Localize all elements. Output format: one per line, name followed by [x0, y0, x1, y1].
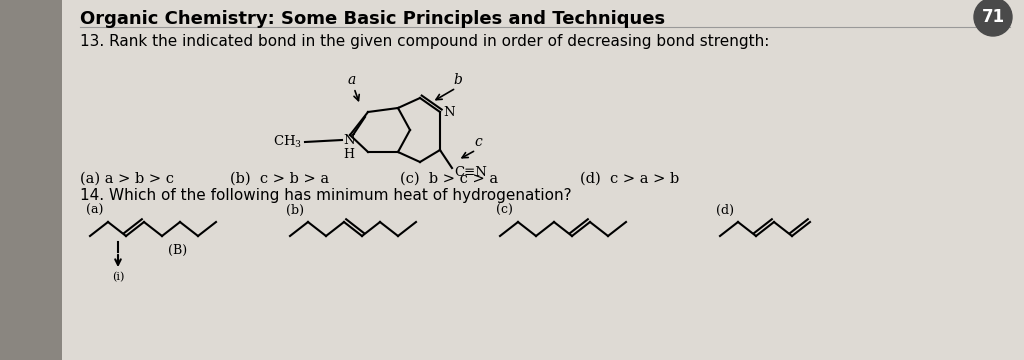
Text: N: N: [343, 134, 354, 147]
Text: Organic Chemistry: Some Basic Principles and Techniques: Organic Chemistry: Some Basic Principles…: [80, 10, 666, 28]
Text: 71: 71: [981, 8, 1005, 26]
Text: (c)  b > c > a: (c) b > c > a: [400, 172, 498, 186]
Text: b: b: [454, 73, 463, 87]
Text: a: a: [348, 73, 356, 87]
Text: (c): (c): [496, 204, 513, 217]
Text: c: c: [474, 135, 482, 149]
Text: (b)  c > b > a: (b) c > b > a: [230, 172, 329, 186]
Text: 13. Rank the indicated bond in the given compound in order of decreasing bond st: 13. Rank the indicated bond in the given…: [80, 34, 769, 49]
Text: (a) a > b > c: (a) a > b > c: [80, 172, 174, 186]
Text: H: H: [343, 148, 354, 161]
Text: N: N: [443, 105, 455, 118]
Text: $\mathregular{CH_3}$: $\mathregular{CH_3}$: [273, 134, 302, 150]
Text: C≡N: C≡N: [454, 166, 486, 179]
Text: 14. Which of the following has minimum heat of hydrogenation?: 14. Which of the following has minimum h…: [80, 188, 571, 203]
Text: (d)  c > a > b: (d) c > a > b: [580, 172, 679, 186]
FancyBboxPatch shape: [0, 0, 62, 360]
Text: (d): (d): [716, 204, 734, 217]
Circle shape: [974, 0, 1012, 36]
FancyBboxPatch shape: [62, 0, 1024, 360]
Text: (a): (a): [86, 204, 103, 217]
Text: (i): (i): [112, 272, 124, 282]
Text: (b): (b): [286, 204, 304, 217]
Text: (B): (B): [168, 244, 187, 257]
